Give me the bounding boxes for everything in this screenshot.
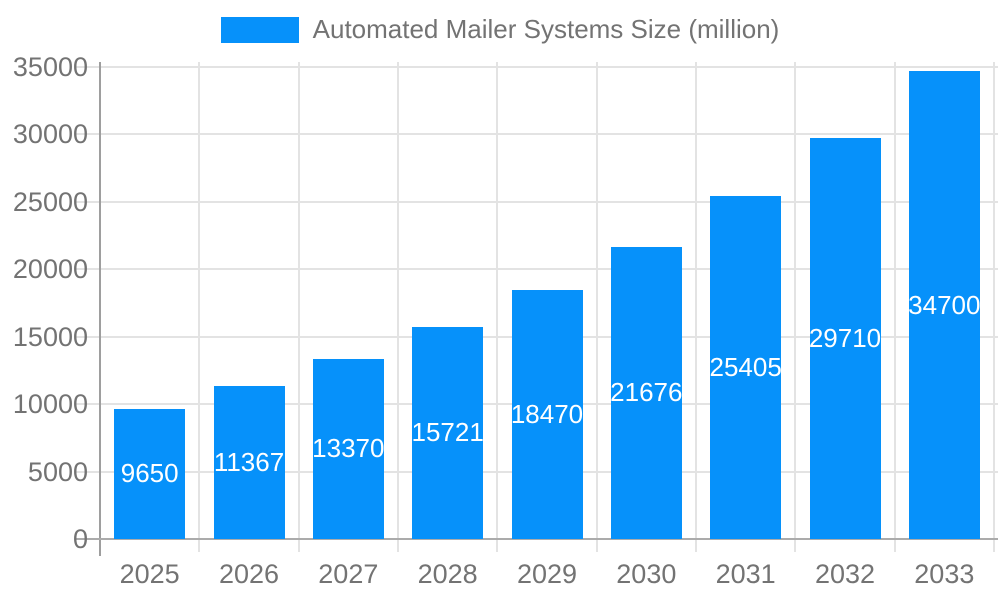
gridline-x-6	[695, 62, 697, 552]
bar-value-label-2031: 25405	[709, 352, 782, 383]
x-tick-label-2033: 2033	[914, 559, 975, 589]
bar-value-label-2033: 34700	[908, 289, 981, 320]
bar-2030[interactable]: 21676	[610, 246, 683, 539]
x-tick-label-2032: 2032	[814, 559, 876, 589]
bar-value-label-2027: 13370	[312, 433, 385, 464]
bar-value-label-2029: 18470	[510, 398, 584, 429]
gridline-y-20000	[76, 268, 998, 271]
gridline-x-7	[794, 62, 797, 552]
gridline-x-2	[297, 62, 300, 552]
y-tick-label-5000: 5000	[27, 456, 88, 487]
y-tick-label-10000: 10000	[12, 389, 88, 420]
y-tick-label-15000: 15000	[12, 321, 88, 352]
x-tick-label-2026: 2026	[218, 559, 280, 589]
bar-2033[interactable]: 34700	[908, 71, 981, 539]
bar-value-label-2028: 15721	[411, 417, 484, 448]
gridline-x-8	[893, 62, 896, 552]
x-tick-label-2025: 2025	[119, 559, 180, 589]
x-tick-label-2030: 2030	[616, 559, 677, 589]
gridline-x-5	[595, 62, 598, 552]
gridline-y-35000	[76, 66, 998, 68]
y-axis-line	[99, 62, 101, 556]
bar-2031[interactable]: 25405	[709, 196, 782, 539]
x-tick-label-2027: 2027	[318, 559, 379, 589]
gridline-x-4	[496, 62, 499, 552]
x-tick-label-2028: 2028	[417, 559, 478, 589]
bar-value-label-2025: 9650	[120, 458, 179, 489]
bar-2025[interactable]: 9650	[114, 408, 186, 539]
x-tick-label-2029: 2029	[516, 559, 578, 589]
y-tick-label-30000: 30000	[12, 119, 88, 150]
bar-value-label-2030: 21676	[610, 377, 683, 408]
legend-label: Automated Mailer Systems Size (million)	[312, 14, 780, 44]
legend-swatch-icon	[220, 16, 299, 43]
x-axis-line	[76, 538, 998, 540]
bar-value-label-2026: 11367	[213, 446, 285, 477]
y-tick-label-35000: 35000	[12, 52, 88, 82]
bar-value-label-2032: 29710	[808, 323, 882, 354]
bar-2029[interactable]: 18470	[510, 289, 584, 539]
gridline-x-3	[397, 62, 399, 552]
gridline-y-30000	[76, 133, 998, 136]
bar-2028[interactable]: 15721	[411, 326, 484, 539]
gridline-x-1	[198, 62, 201, 552]
bar-2032[interactable]: 29710	[808, 138, 882, 539]
gridline-y-25000	[76, 200, 998, 203]
bar-2027[interactable]: 13370	[312, 358, 385, 539]
y-tick-label-0: 0	[72, 524, 88, 554]
y-tick-label-25000: 25000	[12, 186, 88, 217]
gridline-x-9	[993, 62, 995, 552]
chart-legend[interactable]: Automated Mailer Systems Size (million)	[0, 14, 1000, 45]
bar-2026[interactable]: 11367	[213, 385, 285, 539]
x-tick-label-2031: 2031	[715, 559, 776, 589]
y-tick-label-20000: 20000	[12, 254, 88, 285]
